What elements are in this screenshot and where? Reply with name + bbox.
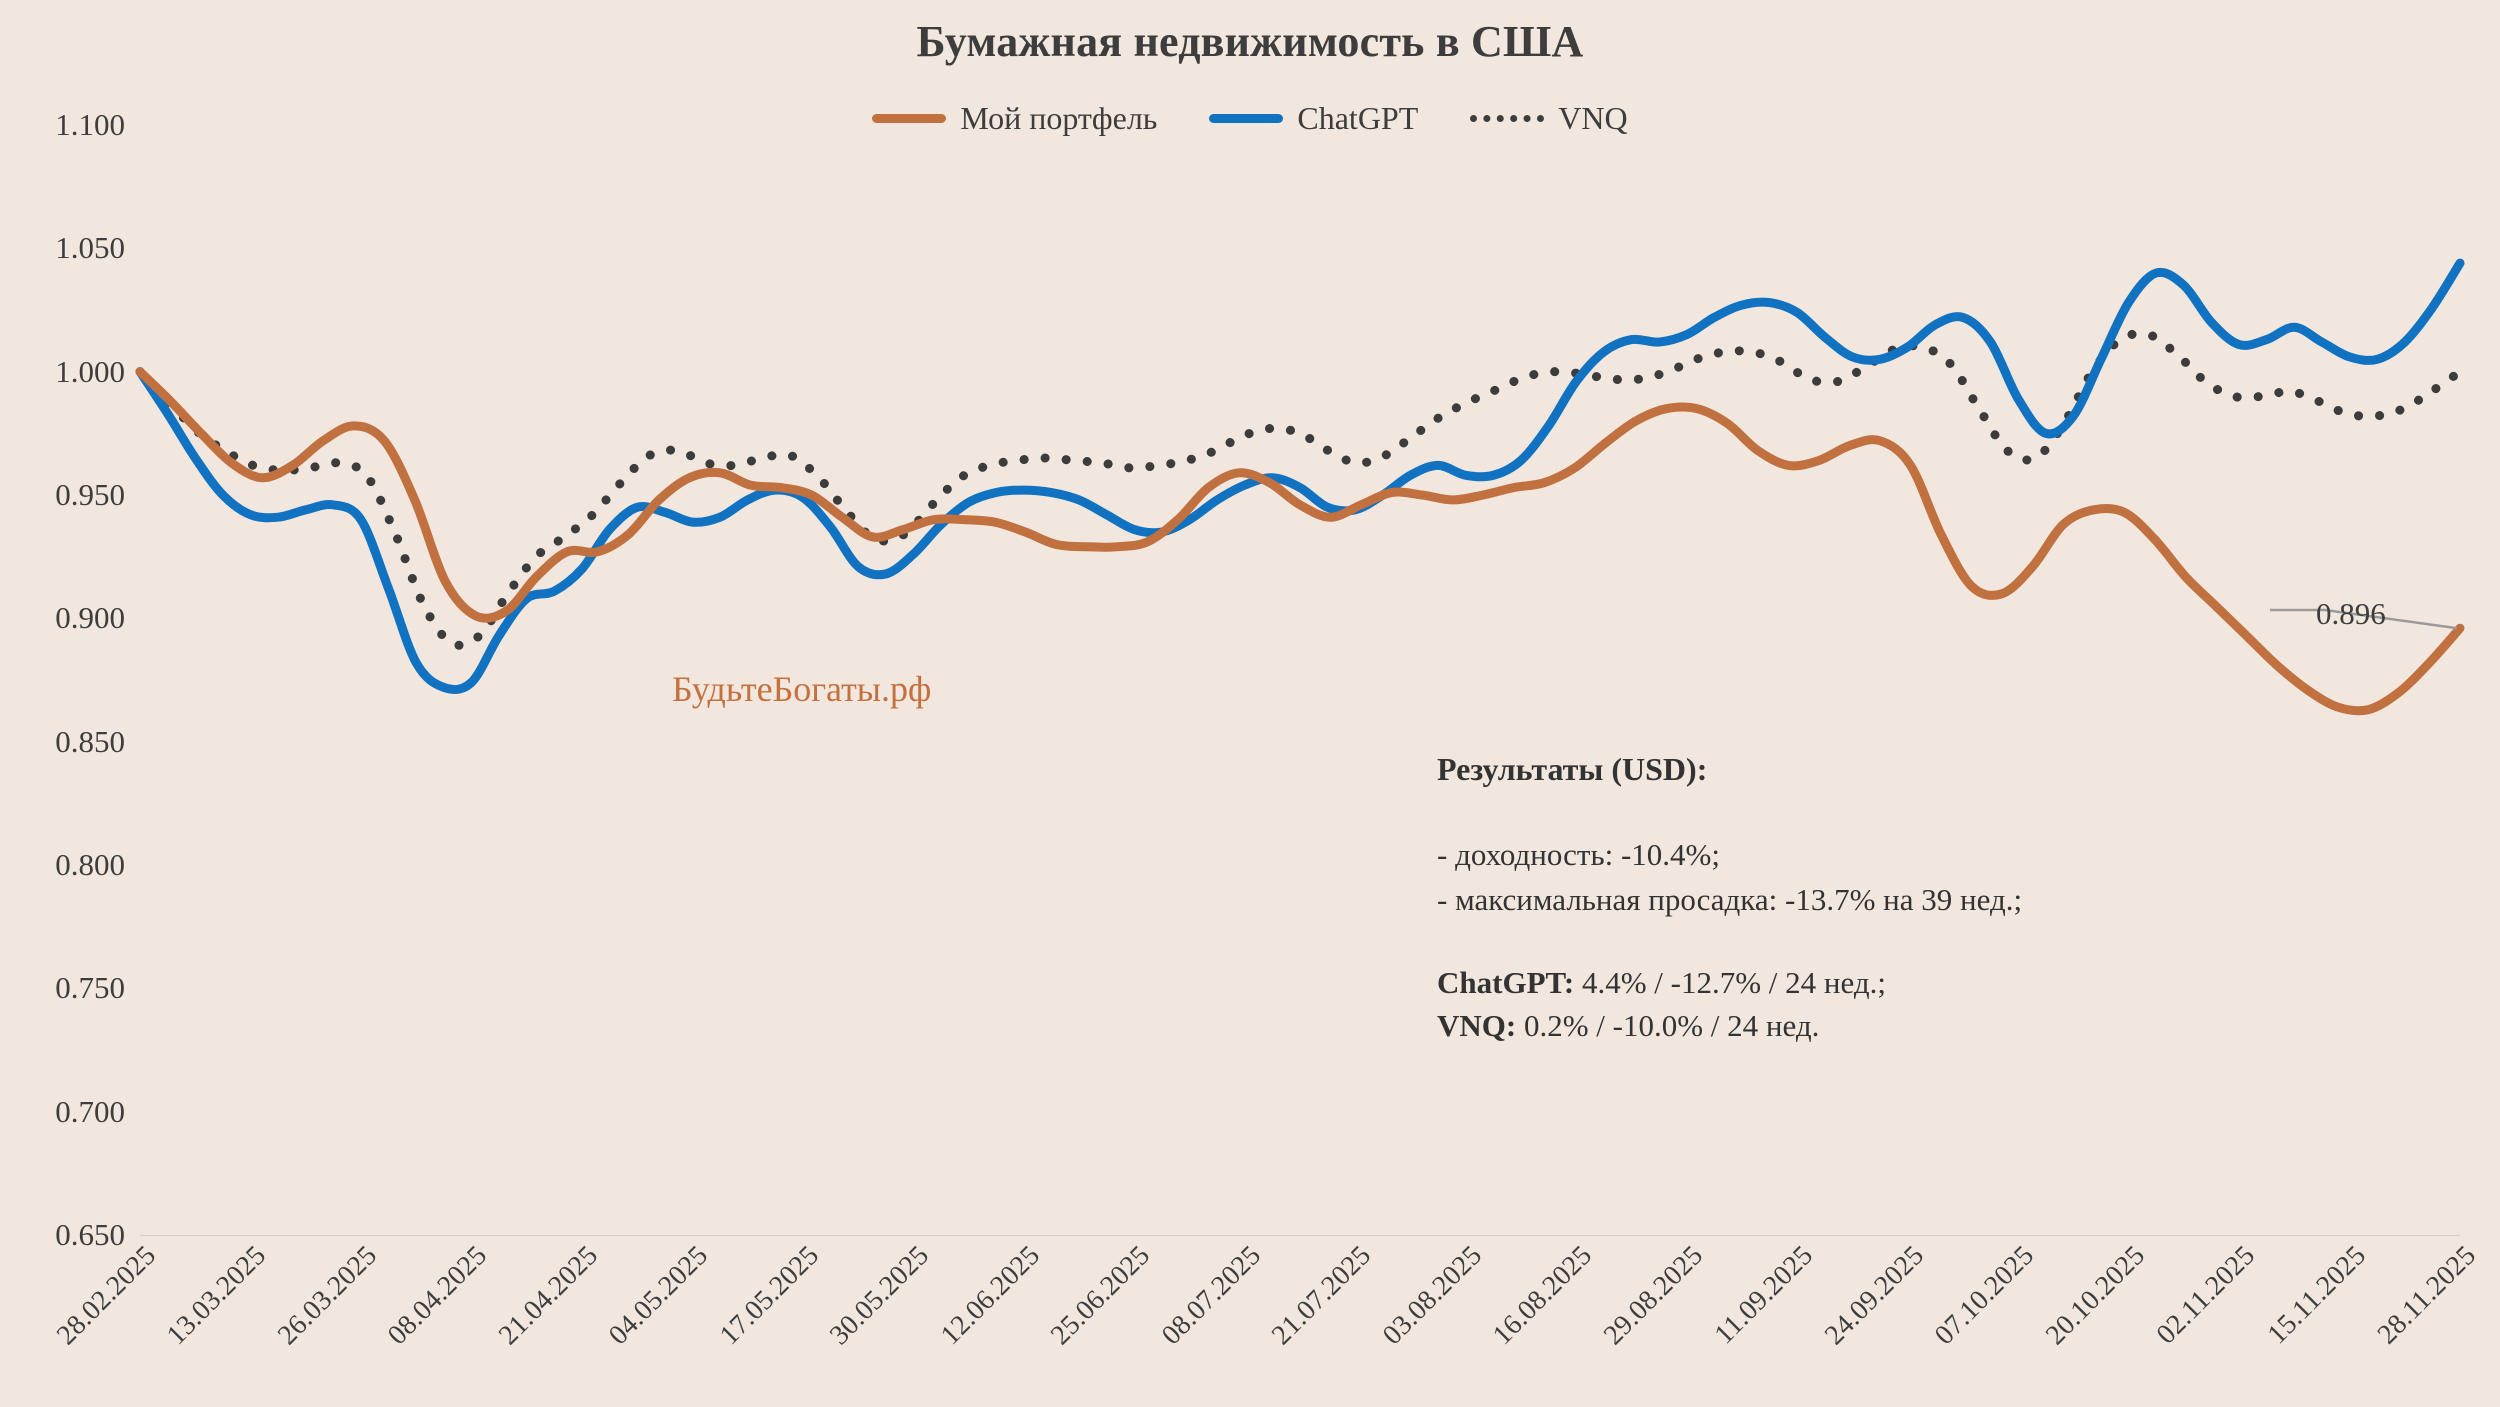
series-line-chatgpt	[135, 258, 2465, 695]
plot-area	[135, 125, 2465, 1235]
x-axis-tick: 28.11.2025	[2371, 1240, 2482, 1351]
series-canvas	[135, 258, 2465, 716]
x-axis-tick: 29.08.2025	[1597, 1240, 1709, 1352]
legend-item-2[interactable]: ChatGPT	[1209, 100, 1418, 137]
benchmark-chatgpt-name: ChatGPT:	[1437, 965, 1575, 1000]
data-label-leader-line	[2270, 608, 2458, 630]
y-axis-tick: 0.950	[55, 477, 125, 512]
x-axis-tick: 12.06.2025	[934, 1240, 1046, 1352]
x-axis-tick: 08.04.2025	[382, 1240, 494, 1352]
chart-legend: Мой портфель ChatGPT VNQ	[0, 100, 2500, 137]
benchmark-chatgpt: ChatGPT: 4.4% / -12.7% / 24 нед.;	[1437, 967, 2022, 998]
y-axis-tick: 0.650	[55, 1217, 125, 1252]
x-axis-tick: 11.09.2025	[1708, 1240, 1820, 1351]
legend-label: VNQ	[1558, 100, 1628, 136]
results-spacer	[1437, 929, 2022, 967]
x-axis-tick: 16.08.2025	[1487, 1240, 1599, 1352]
line-swatch-icon	[872, 114, 947, 123]
x-axis-tick: 03.08.2025	[1376, 1240, 1488, 1352]
x-axis-tick: 30.05.2025	[824, 1240, 936, 1352]
x-axis-tick: 08.07.2025	[1155, 1240, 1267, 1352]
page-title: Бумажная недвижимость в США	[916, 17, 1584, 66]
x-axis-tick: 13.03.2025	[161, 1240, 273, 1352]
dotted-line-swatch-icon	[1470, 115, 1545, 122]
y-axis-tick: 0.750	[55, 970, 125, 1006]
benchmark-vnq-name: VNQ:	[1437, 1008, 1517, 1043]
y-axis-tick: 1.000	[55, 353, 125, 389]
legend-label: ChatGPT	[1297, 100, 1419, 136]
x-axis-tick: 20.10.2025	[2039, 1240, 2151, 1352]
x-axis-tick: 02.11.2025	[2150, 1240, 2261, 1351]
x-axis-tick: 26.03.2025	[271, 1240, 383, 1352]
y-axis-tick: 0.900	[55, 600, 125, 636]
results-return-line: - доходность: -10.4%;	[1437, 837, 1720, 872]
y-axis-tick: 0.800	[55, 847, 125, 882]
legend-label: Мой портфель	[960, 100, 1158, 136]
results-heading: Результаты (USD):	[1437, 751, 1708, 787]
y-axis-tick: 0.700	[55, 1093, 125, 1129]
legend-item-1[interactable]: Мой портфель	[872, 100, 1157, 137]
x-axis-tick: 25.06.2025	[1045, 1240, 1157, 1352]
results-block: Результаты (USD): - доходность: -10.4%; …	[1437, 753, 2022, 1053]
x-axis-tick: 17.05.2025	[713, 1240, 825, 1352]
x-axis: 28.02.2025 13.03.2025 26.03.2025 08.04.2025…	[51, 1240, 2482, 1405]
x-axis-tick: 21.07.2025	[1266, 1240, 1378, 1352]
x-axis-tick: 28.02.2025	[50, 1240, 162, 1352]
y-axis-tick: 1.050	[55, 230, 125, 266]
x-axis-line	[140, 1235, 2460, 1236]
end-data-label: 0.896	[2316, 596, 2386, 631]
series-line-vnq	[135, 329, 2465, 650]
y-axis-tick: 1.100	[55, 107, 125, 142]
x-axis-tick: 04.05.2025	[603, 1240, 715, 1352]
y-axis-tick: 0.850	[55, 723, 125, 759]
results-drawdown-line: - максимальная просадка: -13.7% на 39 не…	[1437, 882, 2023, 917]
benchmark-vnq: VNQ: 0.2% / -10.0% / 24 нед.	[1437, 1010, 2022, 1041]
watermark: БудьтеБогаты.рф	[672, 669, 932, 709]
x-axis-tick: 24.09.2025	[1818, 1240, 1930, 1352]
x-axis-tick: 07.10.2025	[1928, 1240, 2041, 1352]
series-line--	[135, 367, 2465, 716]
y-axis: 0.650 0.700 0.750 0.800 0.850 0.900 0.950 1.000…	[0, 107, 125, 1252]
x-axis-tick: 21.04.2025	[492, 1240, 604, 1352]
line-swatch-icon	[1209, 114, 1284, 123]
benchmark-chatgpt-value: 4.4% / -12.7% / 24 нед.;	[1574, 965, 1886, 1000]
legend-item-3[interactable]: VNQ	[1470, 100, 1628, 137]
benchmark-vnq-value: 0.2% / -10.0% / 24 нед.	[1516, 1008, 1820, 1043]
x-axis-tick: 15.11.2025	[2261, 1240, 2372, 1351]
